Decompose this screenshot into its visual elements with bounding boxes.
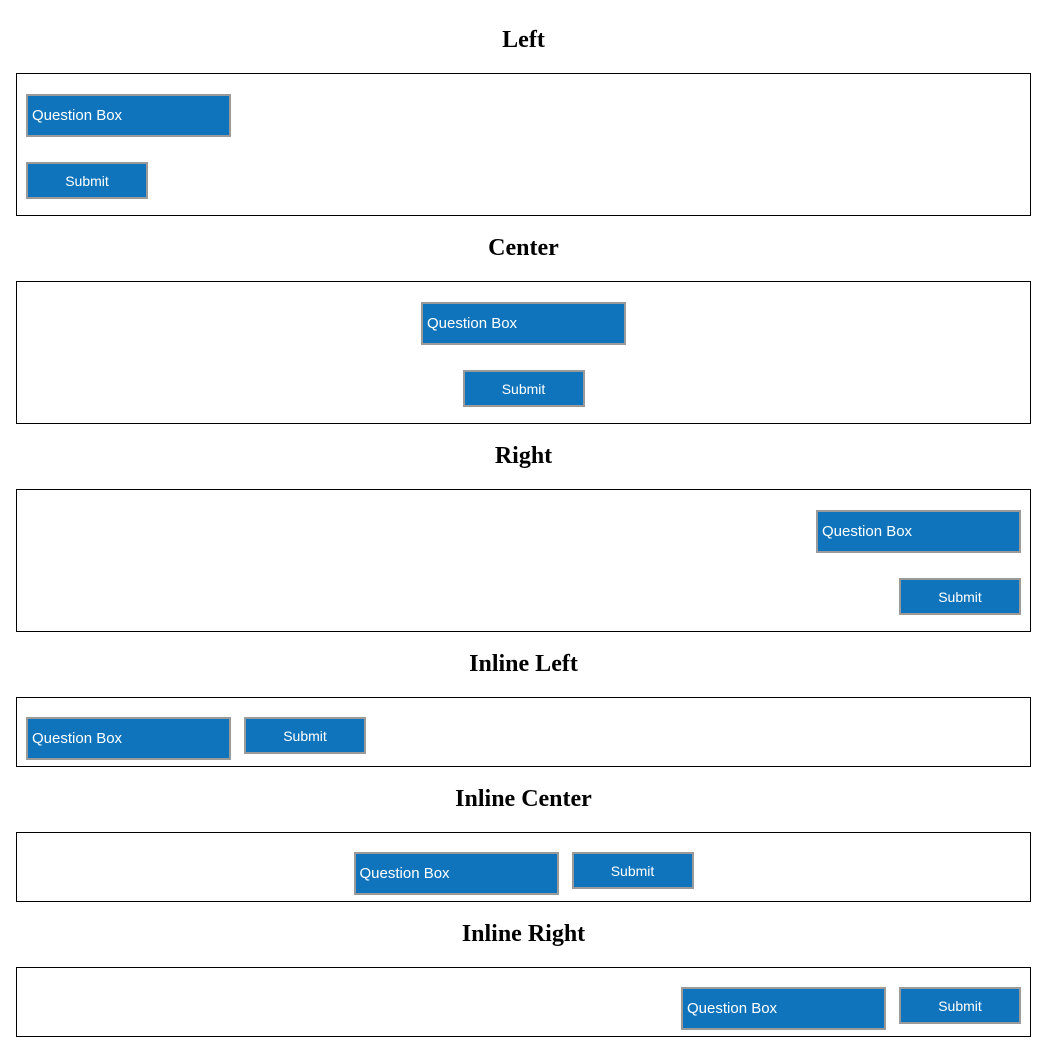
form-panel-center: Submit	[16, 281, 1031, 424]
question-box-input[interactable]	[816, 510, 1021, 553]
section-heading-right: Right	[494, 443, 553, 469]
submit-button[interactable]: Submit	[244, 717, 366, 754]
form-panel-inline-right: Submit	[16, 967, 1031, 1037]
submit-button[interactable]: Submit	[899, 987, 1021, 1024]
question-box-input[interactable]	[26, 94, 231, 137]
form-panel-right: Submit	[16, 489, 1031, 632]
submit-button[interactable]: Submit	[462, 370, 585, 407]
section-heading-center: Center	[488, 235, 559, 261]
question-box-input[interactable]	[681, 987, 886, 1030]
section-heading-inline-left: Inline Left	[469, 651, 578, 677]
question-box-input[interactable]	[353, 852, 559, 895]
form-panel-inline-center: Submit	[16, 832, 1031, 902]
section-heading-inline-center: Inline Center	[455, 786, 592, 812]
section-heading-left: Left	[502, 27, 545, 53]
question-box-input[interactable]	[26, 717, 231, 760]
submit-button[interactable]: Submit	[26, 162, 148, 199]
question-box-input[interactable]	[421, 302, 626, 345]
submit-button[interactable]: Submit	[899, 578, 1021, 615]
form-panel-left: Submit	[16, 73, 1031, 216]
form-panel-inline-left: Submit	[16, 697, 1031, 767]
submit-button[interactable]: Submit	[571, 852, 694, 889]
section-heading-inline-right: Inline Right	[461, 921, 586, 947]
